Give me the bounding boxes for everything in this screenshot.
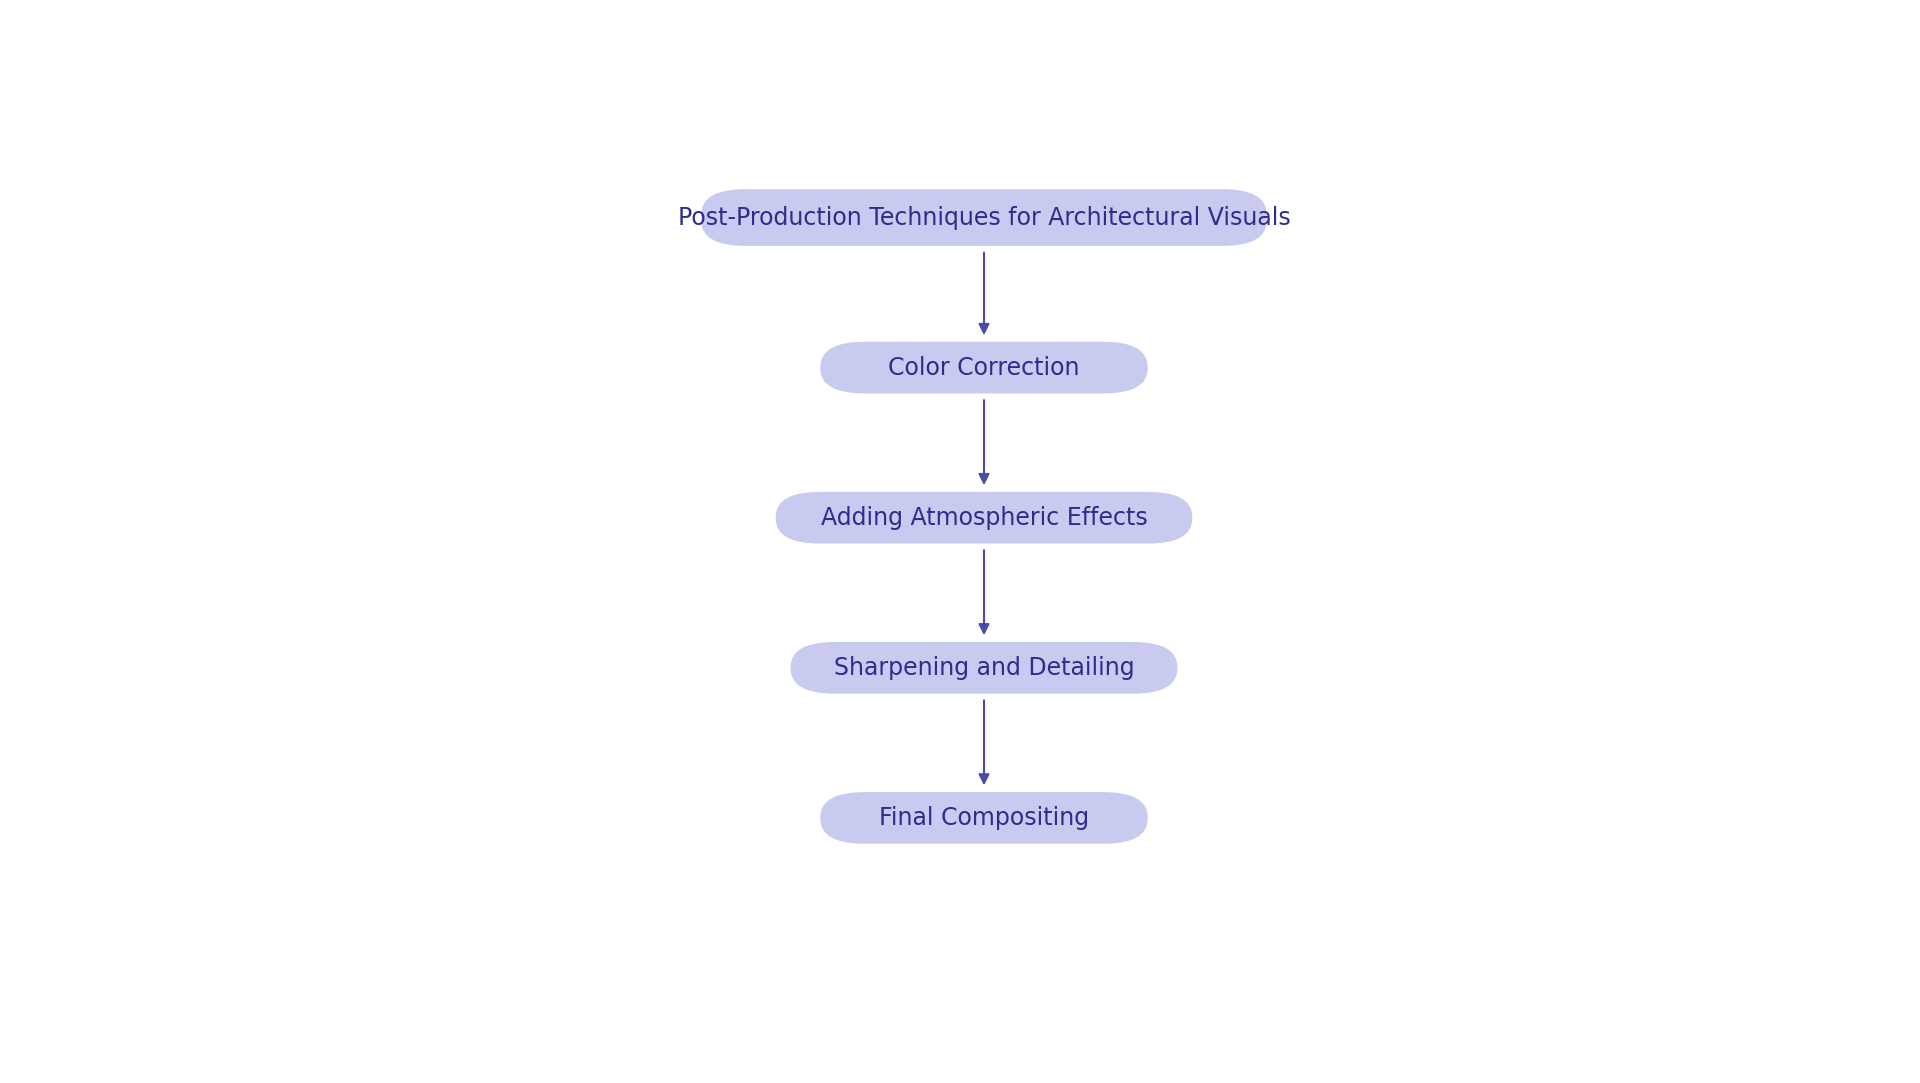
Text: Sharpening and Detailing: Sharpening and Detailing (833, 656, 1135, 680)
FancyBboxPatch shape (701, 190, 1267, 246)
FancyBboxPatch shape (820, 792, 1148, 844)
FancyBboxPatch shape (791, 642, 1177, 694)
Text: Adding Atmospheric Effects: Adding Atmospheric Effects (820, 506, 1148, 530)
FancyBboxPatch shape (820, 342, 1148, 393)
FancyBboxPatch shape (776, 492, 1192, 544)
Text: Color Correction: Color Correction (889, 355, 1079, 380)
Text: Final Compositing: Final Compositing (879, 806, 1089, 830)
Text: Post-Production Techniques for Architectural Visuals: Post-Production Techniques for Architect… (678, 206, 1290, 230)
